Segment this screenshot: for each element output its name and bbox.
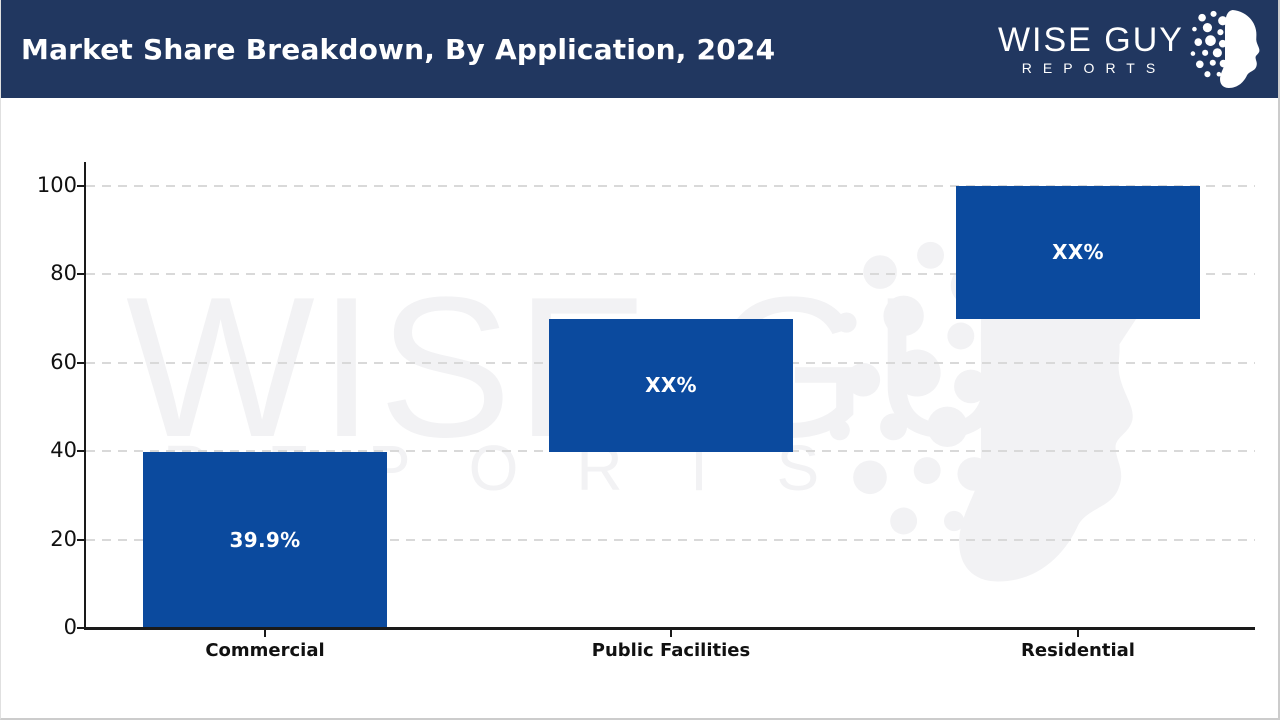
y-tick-mark-40 <box>77 450 86 453</box>
bar-value-label-1: 39.9% <box>229 527 301 552</box>
logo-wordmark: WISE GUY <box>997 21 1184 59</box>
gridline-100 <box>86 185 1255 187</box>
x-tick-mark-2 <box>670 628 672 637</box>
bar-value-label-2: XX% <box>645 373 697 398</box>
x-category-label-3: Residential <box>1021 640 1135 661</box>
x-axis-line <box>84 627 1255 630</box>
y-tick-label-0: 0 <box>63 615 77 639</box>
wiseguy-logo: WISE GUY REPORTS <box>998 7 1264 91</box>
y-axis-line <box>84 162 86 630</box>
y-tick-mark-20 <box>77 538 86 541</box>
y-tick-label-20: 20 <box>50 526 77 551</box>
y-tick-label-60: 60 <box>50 349 77 374</box>
bar-value-label-3: XX% <box>1052 240 1104 265</box>
y-tick-mark-0 <box>77 627 86 629</box>
logo-head-icon <box>1190 10 1260 88</box>
y-tick-label-40: 40 <box>50 438 77 463</box>
page-title: Market Share Breakdown, By Application, … <box>21 32 776 66</box>
logo-subtitle: REPORTS <box>1021 60 1167 76</box>
y-tick-label-100: 100 <box>36 173 77 197</box>
logo-text: WISE GUY REPORTS <box>998 23 1184 75</box>
bar-public-facilities: XX% <box>549 318 793 452</box>
y-tick-mark-60 <box>77 361 86 364</box>
x-tick-mark-3 <box>1077 628 1079 637</box>
x-category-label-1: Commercial <box>205 640 325 661</box>
y-tick-mark-80 <box>77 273 86 276</box>
x-tick-mark-1 <box>264 628 266 637</box>
gridline-80 <box>86 273 1255 276</box>
x-category-label-2: Public Facilities <box>591 640 751 661</box>
header-bar: Market Share Breakdown, By Application, … <box>1 0 1278 98</box>
y-tick-mark-100 <box>77 185 86 187</box>
bar-commercial: 39.9% <box>143 451 387 628</box>
gridline-20 <box>86 538 1255 541</box>
bar-residential: XX% <box>956 186 1200 319</box>
y-tick-label-80: 80 <box>50 261 77 286</box>
